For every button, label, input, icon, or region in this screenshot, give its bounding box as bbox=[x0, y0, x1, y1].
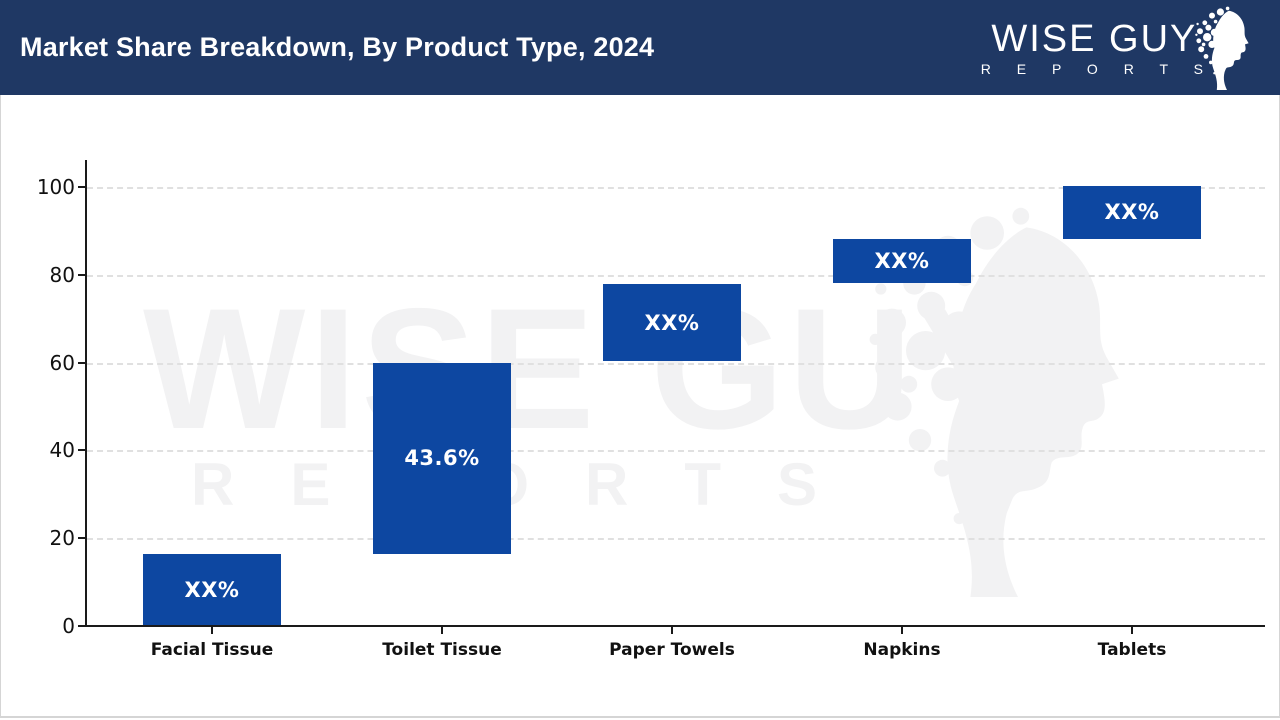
logo-brand-name: WISE GUY bbox=[991, 17, 1198, 60]
x-tick-mark-facial-tissue bbox=[211, 627, 213, 634]
logo-brand-sub: R E P O R T S bbox=[980, 60, 1214, 77]
x-category-label-tablets: Tablets bbox=[1097, 640, 1167, 660]
watermark-brand-text: WISE GUY bbox=[143, 273, 1036, 465]
bar-value-label-tablets: XX% bbox=[1104, 200, 1160, 225]
y-tick-label-60: 60 bbox=[49, 350, 75, 375]
y-tick-mark-0 bbox=[78, 625, 85, 627]
bar-value-label-napkins: XX% bbox=[874, 248, 930, 273]
y-axis-line bbox=[85, 160, 87, 627]
y-tick-mark-40 bbox=[78, 449, 85, 452]
y-tick-label-20: 20 bbox=[49, 526, 75, 551]
y-tick-label-0: 0 bbox=[62, 614, 75, 638]
dotted-head-profile-icon bbox=[1195, 6, 1249, 90]
bar-value-label-toilet-tissue: 43.6% bbox=[404, 446, 480, 471]
bar-napkins: XX% bbox=[833, 238, 971, 284]
x-tick-mark-tablets bbox=[1131, 627, 1133, 634]
y-tick-mark-60 bbox=[78, 361, 85, 364]
y-tick-mark-20 bbox=[78, 537, 85, 540]
y-tick-label-100: 100 bbox=[36, 175, 75, 199]
y-tick-label-40: 40 bbox=[49, 438, 75, 463]
x-tick-mark-toilet-tissue bbox=[441, 627, 443, 634]
x-tick-mark-napkins bbox=[901, 627, 903, 634]
chart-canvas: WISE GUY REPORTS 0 20 40 60 80 100 XX% Facial T… bbox=[0, 95, 1280, 718]
header-bar: Market Share Breakdown, By Product Type,… bbox=[0, 0, 1280, 95]
gridline-20 bbox=[87, 538, 1265, 541]
x-category-label-facial-tissue: Facial Tissue bbox=[150, 640, 274, 660]
bar-toilet-tissue: 43.6% bbox=[373, 362, 511, 554]
gridline-60 bbox=[87, 362, 1265, 365]
y-tick-label-80: 80 bbox=[49, 262, 75, 287]
x-tick-mark-paper-towels bbox=[671, 627, 673, 634]
watermark-reports-text: REPORTS bbox=[191, 451, 874, 518]
y-tick-mark-80 bbox=[78, 273, 85, 276]
gridline-100 bbox=[87, 187, 1265, 189]
gridline-80 bbox=[87, 274, 1265, 277]
bar-facial-tissue: XX% bbox=[143, 554, 281, 626]
wise-guy-reports-logo: WISE GUY R E P O R T S bbox=[975, 6, 1280, 90]
bar-paper-towels: XX% bbox=[603, 284, 741, 362]
bar-value-label-facial-tissue: XX% bbox=[184, 577, 240, 602]
logo-wordmark: WISE GUY R E P O R T S bbox=[975, 19, 1214, 77]
bar-value-label-paper-towels: XX% bbox=[644, 310, 700, 335]
x-category-label-napkins: Napkins bbox=[863, 640, 941, 660]
gridline-40 bbox=[87, 450, 1265, 453]
x-axis-line bbox=[85, 625, 1265, 627]
y-tick-mark-100 bbox=[78, 186, 85, 188]
x-category-label-toilet-tissue: Toilet Tissue bbox=[382, 640, 502, 660]
bar-tablets: XX% bbox=[1063, 186, 1201, 239]
page-title: Market Share Breakdown, By Product Type,… bbox=[20, 32, 655, 62]
x-category-label-paper-towels: Paper Towels bbox=[609, 640, 735, 660]
